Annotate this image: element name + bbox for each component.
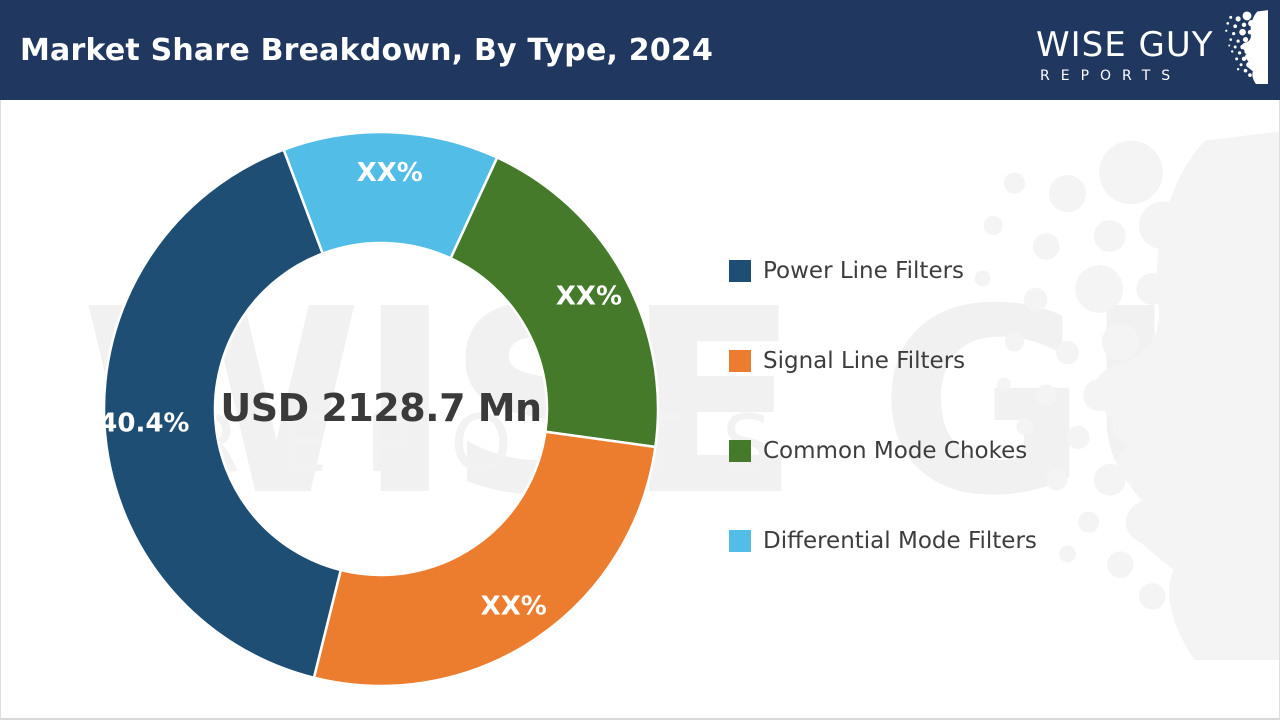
legend-label: Power Line Filters	[763, 258, 965, 284]
segment-percentage-label: XX%	[556, 281, 622, 311]
legend-label: Differential Mode Filters	[763, 528, 1037, 554]
logo-text-sub: REPORTS	[1040, 68, 1181, 84]
donut-segment-signal-line-filters	[312, 430, 657, 688]
legend-swatch	[729, 350, 751, 372]
watermark-text-reports: REPORTS	[186, 400, 810, 490]
legend-item-signal-line-filters: Signal Line Filters	[729, 347, 1037, 375]
legend-label: Common Mode Chokes	[763, 438, 1028, 464]
segment-percentage-label: XX%	[357, 158, 423, 188]
header-bar: Market Share Breakdown, By Type, 2024	[0, 0, 1280, 100]
legend-swatch	[729, 260, 751, 282]
page-title: Market Share Breakdown, By Type, 2024	[20, 32, 714, 68]
donut-center-value: USD 2128.7 Mn	[220, 386, 542, 430]
logo-text-main: WISE GUY	[1036, 25, 1214, 65]
donut-segment-power-line-filters	[102, 148, 343, 680]
logo-face-icon	[1225, 10, 1268, 84]
legend-item-common-mode-chokes: Common Mode Chokes	[729, 437, 1037, 465]
legend-swatch	[729, 530, 751, 552]
segment-percentage-label: XX%	[481, 591, 547, 621]
donut-chart: 40.4% XX% XX% XX%	[99, 130, 660, 688]
legend-swatch	[729, 440, 751, 462]
watermark-text-wiseguy: WISE GUY	[81, 255, 1279, 552]
legend-item-differential-mode-filters: Differential Mode Filters	[729, 527, 1037, 555]
legend-item-power-line-filters: Power Line Filters	[729, 257, 1037, 285]
chart-area: WISE GUY REPORTS 40.4% XX% XX% XX% USD 2128…	[0, 100, 1280, 720]
segment-percentage-label: 40.4%	[99, 409, 189, 439]
donut-segment-common-mode-chokes	[449, 156, 660, 449]
legend-label: Signal Line Filters	[763, 348, 966, 374]
wise-guy-reports-logo: WISE GUY REPORTS	[1036, 10, 1268, 84]
chart-legend: Power Line Filters Signal Line Filters Com…	[729, 257, 1037, 555]
